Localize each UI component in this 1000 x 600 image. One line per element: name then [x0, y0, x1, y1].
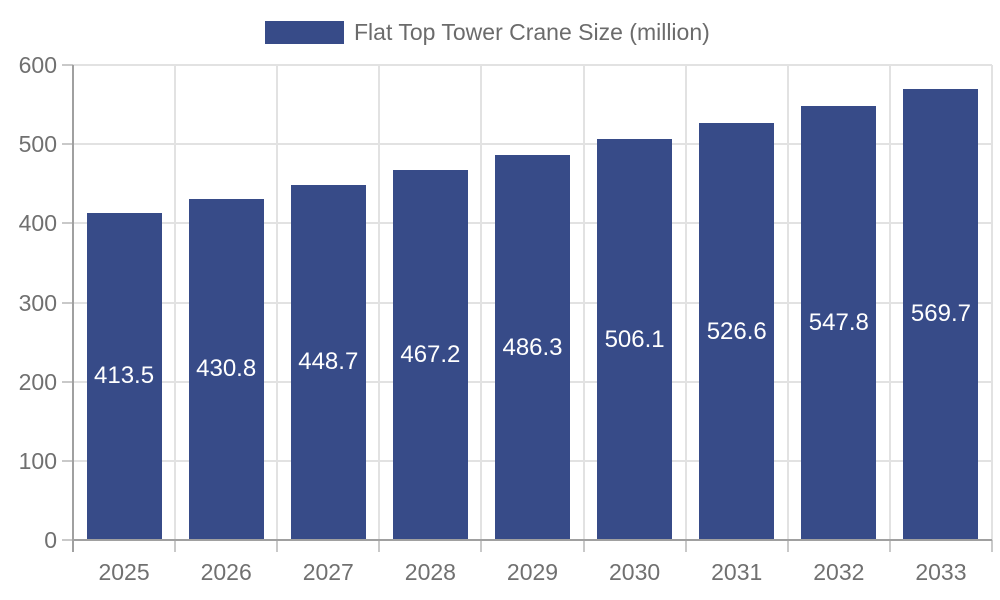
v-gridline: [582, 65, 585, 540]
y-axis-line: [72, 65, 74, 552]
x-axis-tick: [276, 540, 279, 552]
v-gridline: [174, 65, 177, 540]
y-tick-label: 300: [18, 289, 57, 316]
x-axis-tick: [991, 540, 993, 552]
x-tick-label: 2025: [98, 559, 150, 585]
bar-value-label: 547.8: [808, 309, 869, 337]
h-gridline: [73, 143, 992, 146]
bar-2025: [86, 212, 162, 540]
x-tick-label: 2032: [813, 559, 865, 585]
bar-value-label: 526.6: [706, 317, 767, 345]
bar-value-label: 448.7: [298, 348, 359, 376]
legend-swatch: [265, 20, 344, 44]
y-axis-tick: [62, 301, 73, 304]
x-axis-tick: [174, 540, 177, 552]
y-tick-label: 200: [18, 368, 57, 395]
bar-value-label: 430.8: [196, 355, 257, 383]
y-axis-tick: [62, 64, 73, 66]
y-tick-label: 400: [18, 210, 57, 237]
x-axis-tick: [888, 540, 891, 552]
bar-value-label: 486.3: [502, 333, 563, 361]
y-tick-label: 0: [44, 527, 57, 553]
y-tick-label: 500: [18, 131, 57, 158]
x-axis-tick: [786, 540, 789, 552]
bar-2031: [699, 123, 775, 540]
y-axis-tick: [62, 143, 73, 146]
bar-2026: [188, 198, 264, 540]
v-gridline: [276, 65, 279, 540]
y-axis-tick: [62, 459, 73, 462]
v-gridline: [684, 65, 687, 540]
x-tick-label: 2028: [404, 559, 456, 585]
legend-label: Flat Top Tower Crane Size (million): [354, 19, 710, 45]
bar-2033: [903, 88, 979, 540]
x-tick-label: 2026: [200, 559, 252, 585]
x-axis-tick: [480, 540, 483, 552]
v-gridline: [378, 65, 381, 540]
h-gridline: [73, 64, 992, 66]
v-gridline: [991, 65, 993, 540]
x-tick-label: 2030: [609, 559, 661, 585]
y-axis-tick: [62, 380, 73, 383]
bar-2028: [392, 170, 468, 540]
bar-value-label: 506.1: [604, 325, 665, 353]
bar-2029: [495, 155, 570, 540]
bar-value-label: 569.7: [910, 300, 971, 328]
x-tick-label: 2031: [711, 559, 763, 585]
bar-2030: [597, 139, 673, 540]
bar-2032: [801, 106, 877, 540]
v-gridline: [888, 65, 891, 540]
x-axis-tick: [684, 540, 687, 552]
v-gridline: [480, 65, 483, 540]
y-axis-tick: [62, 539, 73, 541]
v-gridline: [786, 65, 789, 540]
y-tick-label: 600: [18, 52, 57, 78]
y-tick-label: 100: [18, 447, 57, 474]
x-axis-tick: [378, 540, 381, 552]
x-tick-label: 2029: [506, 559, 559, 585]
y-axis-tick: [62, 222, 73, 225]
x-tick-label: 2033: [915, 559, 967, 585]
x-axis-line: [73, 539, 992, 541]
bar-2027: [290, 184, 366, 540]
legend-item[interactable]: Flat Top Tower Crane Size (million): [265, 19, 710, 45]
x-tick-label: 2027: [302, 559, 354, 585]
bar-value-label: 413.5: [94, 362, 155, 390]
x-axis-tick: [582, 540, 585, 552]
bar-value-label: 467.2: [400, 341, 461, 369]
